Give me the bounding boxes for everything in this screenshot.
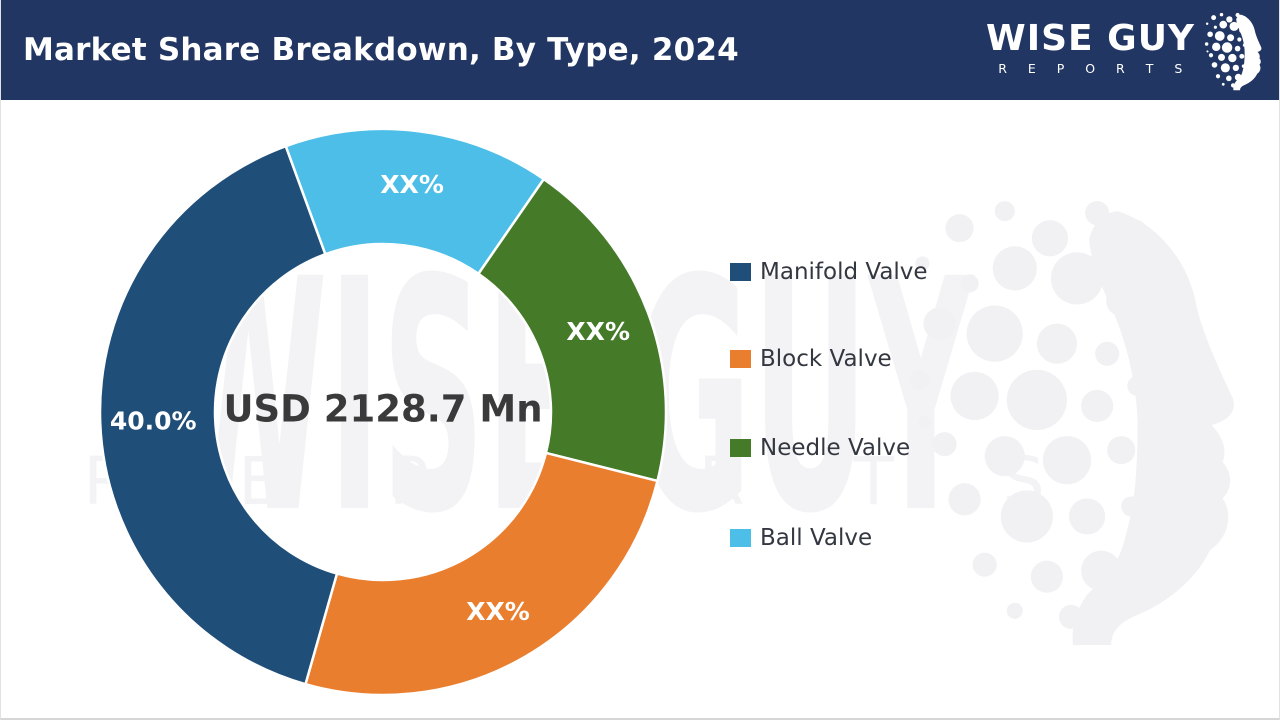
brand-logo: WISE GUY R E P O R T S	[986, 20, 1195, 76]
brand-head-profile-icon	[1204, 12, 1262, 91]
legend-label: Manifold Valve	[760, 259, 928, 285]
legend-swatch-needle-valve	[730, 439, 751, 457]
legend-item-manifold-valve: Manifold Valve	[730, 259, 928, 285]
page-title: Market Share Breakdown, By Type, 2024	[23, 32, 739, 68]
legend-label: Block Valve	[760, 346, 892, 372]
segment-value-label: XX%	[566, 317, 630, 346]
legend-swatch-manifold-valve	[730, 263, 751, 281]
donut-chart: XX% XX% XX% 40.0%	[98, 127, 668, 697]
legend-label: Ball Valve	[760, 525, 873, 551]
legend-label: Needle Valve	[760, 435, 911, 461]
legend-swatch-ball-valve	[730, 529, 751, 547]
segment-value-label: XX%	[380, 170, 444, 199]
donut-segment-ball-valve	[284, 127, 546, 275]
donut-segment-needle-valve	[477, 177, 668, 483]
legend-item-ball-valve: Ball Valve	[730, 525, 872, 551]
legend-swatch-block-valve	[730, 350, 751, 368]
brand-logo-subtitle: R E P O R T S	[998, 60, 1191, 76]
chart-center-value: USD 2128.7 Mn	[223, 387, 543, 431]
brand-logo-name: WISE GUY	[985, 18, 1195, 59]
donut-segment-block-valve	[304, 451, 659, 697]
watermark-head-profile-icon	[909, 201, 1234, 645]
header-bar: Market Share Breakdown, By Type, 2024 WI…	[1, 0, 1279, 100]
legend-item-block-valve: Block Valve	[730, 346, 892, 372]
segment-value-label: XX%	[466, 597, 530, 626]
legend-item-needle-valve: Needle Valve	[730, 435, 910, 461]
segment-value-label: 40.0%	[110, 406, 197, 435]
donut-segment-manifold-valve	[98, 144, 339, 686]
